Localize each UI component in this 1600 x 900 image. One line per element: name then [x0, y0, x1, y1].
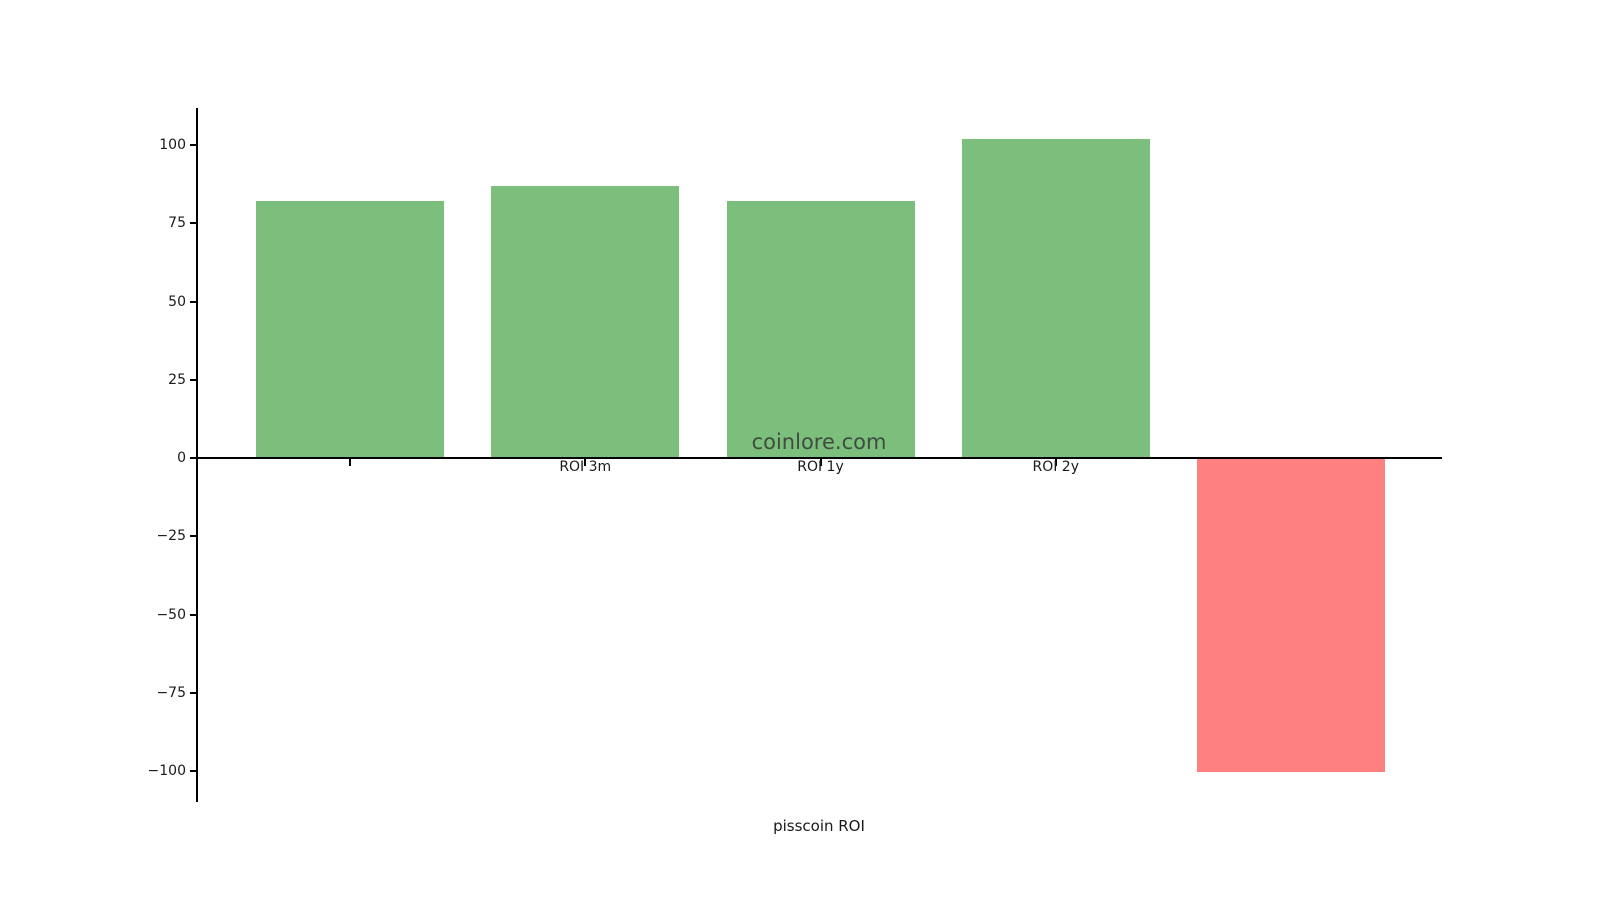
y-tick-label: 0 [177, 450, 186, 466]
y-tick-mark [190, 691, 197, 694]
y-tick-mark [190, 378, 197, 381]
x-axis-title: pisscoin ROI [773, 817, 865, 835]
y-tick-mark [190, 222, 197, 225]
y-tick-label: 25 [168, 371, 186, 388]
y-tick-mark [190, 144, 197, 146]
y-tick-mark [190, 613, 197, 616]
y-tick-mark [190, 535, 197, 538]
bar-unlabeled-4 [1197, 459, 1385, 772]
x-tick-mark [349, 458, 351, 466]
x-tick-mark [1054, 458, 1057, 466]
x-tick-mark [584, 458, 587, 466]
watermark-text: coinlore.com [751, 430, 887, 454]
y-tick-label: 75 [168, 215, 186, 232]
y-tick-label: 100 [159, 137, 186, 153]
y-tick-label: −25 [156, 528, 186, 545]
y-tick-mark [190, 300, 197, 303]
y-tick-label: 50 [168, 293, 186, 310]
bar-roi-2y [961, 138, 1150, 458]
y-axis-line [196, 108, 198, 802]
x-tick-label: ROI 1y [797, 459, 844, 475]
x-tick-mark [819, 458, 822, 466]
x-tick-label: ROI 2y [1032, 459, 1080, 475]
bar-roi-1y [726, 201, 915, 458]
y-tick-label: −100 [147, 763, 186, 779]
x-tick-label: ROI 3m [559, 459, 612, 475]
y-tick-mark [190, 770, 197, 772]
y-tick-label: −75 [156, 684, 186, 701]
bar-roi-3m [491, 185, 680, 458]
y-tick-label: −50 [156, 606, 186, 623]
y-tick-mark [190, 457, 197, 459]
bar-unlabeled-0 [256, 201, 444, 458]
x-axis-zero-line [196, 457, 1442, 459]
